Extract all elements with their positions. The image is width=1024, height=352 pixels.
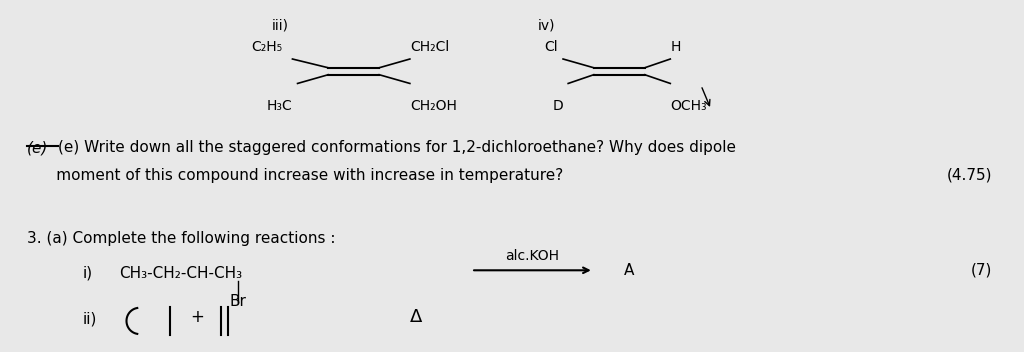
Text: C₂H₅: C₂H₅: [251, 40, 283, 54]
Text: Δ: Δ: [410, 308, 422, 326]
Text: +: +: [190, 308, 204, 326]
Text: OCH₃: OCH₃: [671, 99, 707, 113]
Text: CH₃-CH₂-CH-CH₃: CH₃-CH₂-CH-CH₃: [119, 266, 242, 281]
Text: H₃C: H₃C: [266, 99, 293, 113]
Text: i): i): [83, 266, 93, 281]
Text: 3. (a) Complete the following reactions :: 3. (a) Complete the following reactions …: [27, 231, 336, 246]
Text: CH₂OH: CH₂OH: [410, 99, 457, 113]
Text: A: A: [625, 263, 635, 278]
Text: Cl: Cl: [545, 40, 558, 54]
Text: CH₂Cl: CH₂Cl: [410, 40, 450, 54]
Text: (7): (7): [971, 263, 992, 278]
Text: iii): iii): [272, 19, 289, 33]
Text: Br: Br: [229, 294, 247, 309]
Text: iv): iv): [538, 19, 555, 33]
Text: H: H: [671, 40, 681, 54]
Text: alc.KOH: alc.KOH: [506, 249, 559, 263]
Text: ii): ii): [83, 311, 97, 326]
Text: D: D: [552, 99, 563, 113]
Text: (e) Write down all the staggered conformations for 1,2-dichloroethane? Why does : (e) Write down all the staggered conform…: [57, 140, 735, 155]
Text: (e): (e): [27, 140, 48, 155]
Text: (4.75): (4.75): [946, 168, 992, 183]
Text: moment of this compound increase with increase in temperature?: moment of this compound increase with in…: [27, 168, 563, 183]
